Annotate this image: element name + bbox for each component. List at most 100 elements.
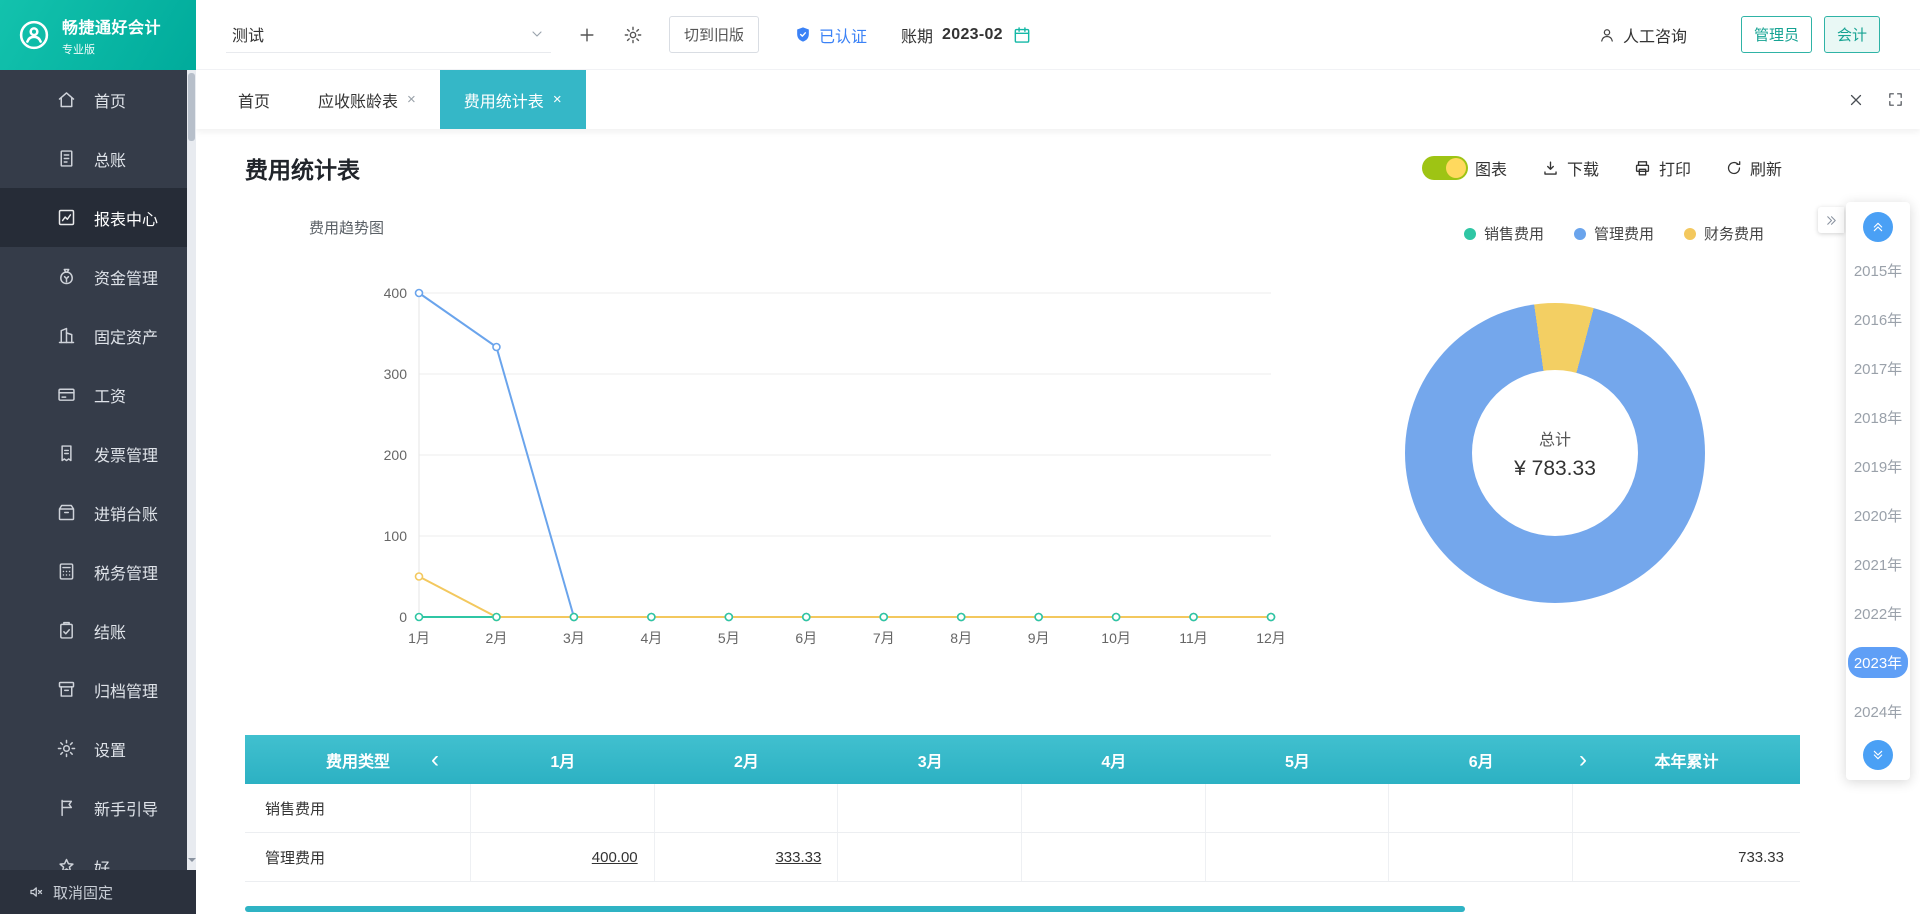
- certified-label: 已认证: [819, 28, 868, 46]
- table-cell[interactable]: 333.33: [655, 833, 839, 881]
- chart-toggle[interactable]: 图表: [1421, 156, 1507, 180]
- sidebar-item-fund-management[interactable]: 资金管理: [0, 247, 196, 306]
- table-row: 管理费用 400.00 333.33 733.33: [245, 833, 1800, 882]
- svg-text:100: 100: [384, 528, 408, 544]
- sidebar-item-label: 好..: [94, 860, 119, 871]
- content-area: 费用统计表 图表 下载 打印: [196, 129, 1920, 914]
- sidebar-item-beginner-guide[interactable]: 新手引导: [0, 778, 196, 837]
- legend-item[interactable]: 管理费用: [1573, 223, 1654, 244]
- sidebar-scroll-down-arrow[interactable]: [187, 853, 196, 867]
- manual-consult-button[interactable]: 人工咨询: [1598, 23, 1687, 47]
- gear-icon[interactable]: [623, 25, 643, 45]
- tab-receivable-aging[interactable]: 应收账龄表 ×: [294, 70, 440, 129]
- svg-text:5月: 5月: [718, 630, 740, 646]
- table-header-cell: 1月: [550, 753, 576, 771]
- sidebar-unpin-button[interactable]: 取消固定: [0, 870, 196, 914]
- sidebar-item-report-center[interactable]: 报表中心: [0, 188, 196, 247]
- closing-icon: [56, 620, 78, 642]
- expense-trend-chart-card: 费用趋势图 销售费用 管理费用 财务费用 0 100 200 300 400 1月 2月 3月 4月…: [245, 207, 1800, 701]
- fullscreen-icon[interactable]: [1887, 91, 1904, 108]
- sidebar-item-general-ledger[interactable]: 总账: [0, 129, 196, 188]
- table-cell: [838, 833, 1022, 881]
- table-cell: [1389, 784, 1573, 832]
- sidebar-item-purchase-sale-ledger[interactable]: 进销台账: [0, 483, 196, 542]
- ledger-icon: [56, 148, 78, 170]
- print-button[interactable]: 打印: [1633, 156, 1691, 180]
- sidebar-item-fixed-assets[interactable]: 固定资产: [0, 306, 196, 365]
- year-option-2024[interactable]: 2024年: [1853, 704, 1903, 721]
- year-option-2019[interactable]: 2019年: [1853, 459, 1903, 476]
- certified-badge[interactable]: 已认证: [793, 23, 867, 47]
- close-all-tabs-icon[interactable]: [1847, 91, 1865, 109]
- year-option-2022[interactable]: 2022年: [1853, 606, 1903, 623]
- table-cell: [1022, 784, 1206, 832]
- download-button[interactable]: 下载: [1541, 156, 1599, 180]
- table-body: 销售费用 管理费用 400.00 333.33 733.33: [245, 784, 1800, 882]
- year-scroll-up-button[interactable]: [1863, 212, 1893, 242]
- calendar-icon[interactable]: [1012, 25, 1032, 45]
- year-scroll-down-button[interactable]: [1863, 740, 1893, 770]
- expense-type-cell: 管理费用: [245, 833, 471, 881]
- table-cell: [838, 784, 1022, 832]
- sidebar-item-payroll[interactable]: 工资: [0, 365, 196, 424]
- legend-label: 财务费用: [1703, 226, 1764, 243]
- sidebar-item-label: 首页: [94, 93, 127, 111]
- sidebar-scrollbar-thumb[interactable]: [188, 73, 195, 141]
- tab-close-icon[interactable]: ×: [407, 91, 416, 108]
- archive-icon: [56, 679, 78, 701]
- horizontal-scrollbar-thumb[interactable]: [245, 906, 1465, 912]
- expense-table: 费用类型 1月 2月 3月 4月 5月 6月 本年累计 ‹ › 销售费用 管理费用 400.00 333…: [245, 735, 1800, 882]
- sidebar-scrollbar[interactable]: [187, 70, 196, 870]
- app-logo: 畅捷通好会计 专业版: [0, 0, 196, 70]
- table-cell[interactable]: 400.00: [471, 833, 655, 881]
- double-up-icon: [1870, 219, 1886, 235]
- table-header-cell: 4月: [1101, 753, 1127, 771]
- brand-logo-icon: [14, 15, 54, 55]
- sidebar-item-label: 固定资产: [94, 329, 159, 347]
- sidebar-item-label: 报表中心: [94, 211, 159, 229]
- chart-legend: 销售费用 管理费用 财务费用: [1463, 223, 1764, 244]
- year-option-2021[interactable]: 2021年: [1853, 557, 1903, 574]
- sidebar-item-member[interactable]: 好..: [0, 837, 196, 870]
- admin-role-button[interactable]: 管理员: [1740, 16, 1812, 53]
- year-option-2016[interactable]: 2016年: [1853, 312, 1903, 329]
- sidebar-item-closing[interactable]: 结账: [0, 601, 196, 660]
- sidebar-item-settings[interactable]: 设置: [0, 719, 196, 778]
- accountant-role-button[interactable]: 会计: [1823, 16, 1880, 53]
- year-option-2018[interactable]: 2018年: [1853, 410, 1903, 427]
- year-option-2020[interactable]: 2020年: [1853, 508, 1903, 525]
- chart-toggle-switch[interactable]: [1421, 156, 1468, 180]
- sidebar-item-archive-management[interactable]: 归档管理: [0, 660, 196, 719]
- sidebar-item-tax-management[interactable]: 税务管理: [0, 542, 196, 601]
- sidebar-item-label: 总账: [94, 152, 127, 170]
- home-icon: [56, 89, 78, 111]
- download-icon: [1541, 159, 1560, 178]
- year-panel-collapse-button[interactable]: [1818, 207, 1844, 233]
- tab-expense-statistics[interactable]: 费用统计表 ×: [439, 70, 586, 129]
- switch-old-version-button[interactable]: 切到旧版: [669, 16, 760, 53]
- sidebar-item-home[interactable]: 首页: [0, 70, 196, 129]
- svg-text:200: 200: [384, 447, 408, 463]
- table-next-month-arrow[interactable]: ›: [1579, 745, 1587, 773]
- table-prev-month-arrow[interactable]: ‹: [431, 745, 439, 773]
- donut-center: 总计 ¥ 783.33: [1472, 370, 1638, 536]
- tab-label: 应收账龄表: [318, 93, 399, 111]
- company-selector[interactable]: 测试: [226, 16, 551, 53]
- chart-toggle-label: 图表: [1474, 162, 1507, 179]
- year-option-2017[interactable]: 2017年: [1853, 361, 1903, 378]
- tab-home[interactable]: 首页: [214, 70, 294, 129]
- svg-text:400: 400: [384, 285, 408, 301]
- svg-text:11月: 11月: [1179, 630, 1208, 646]
- add-button[interactable]: [577, 25, 597, 45]
- legend-dot: [1683, 227, 1696, 240]
- year-option-2015[interactable]: 2015年: [1853, 263, 1903, 280]
- tab-close-icon[interactable]: ×: [552, 91, 562, 108]
- salary-icon: [56, 384, 78, 406]
- sidebar-item-invoice-management[interactable]: 发票管理: [0, 424, 196, 483]
- refresh-button[interactable]: 刷新: [1725, 156, 1782, 180]
- legend-item[interactable]: 财务费用: [1683, 223, 1764, 244]
- legend-item[interactable]: 销售费用: [1463, 223, 1544, 244]
- tab-label: 费用统计表: [463, 93, 544, 111]
- year-option-2023[interactable]: 2023年: [1846, 638, 1910, 687]
- account-period[interactable]: 账期 2023-02: [901, 23, 1032, 47]
